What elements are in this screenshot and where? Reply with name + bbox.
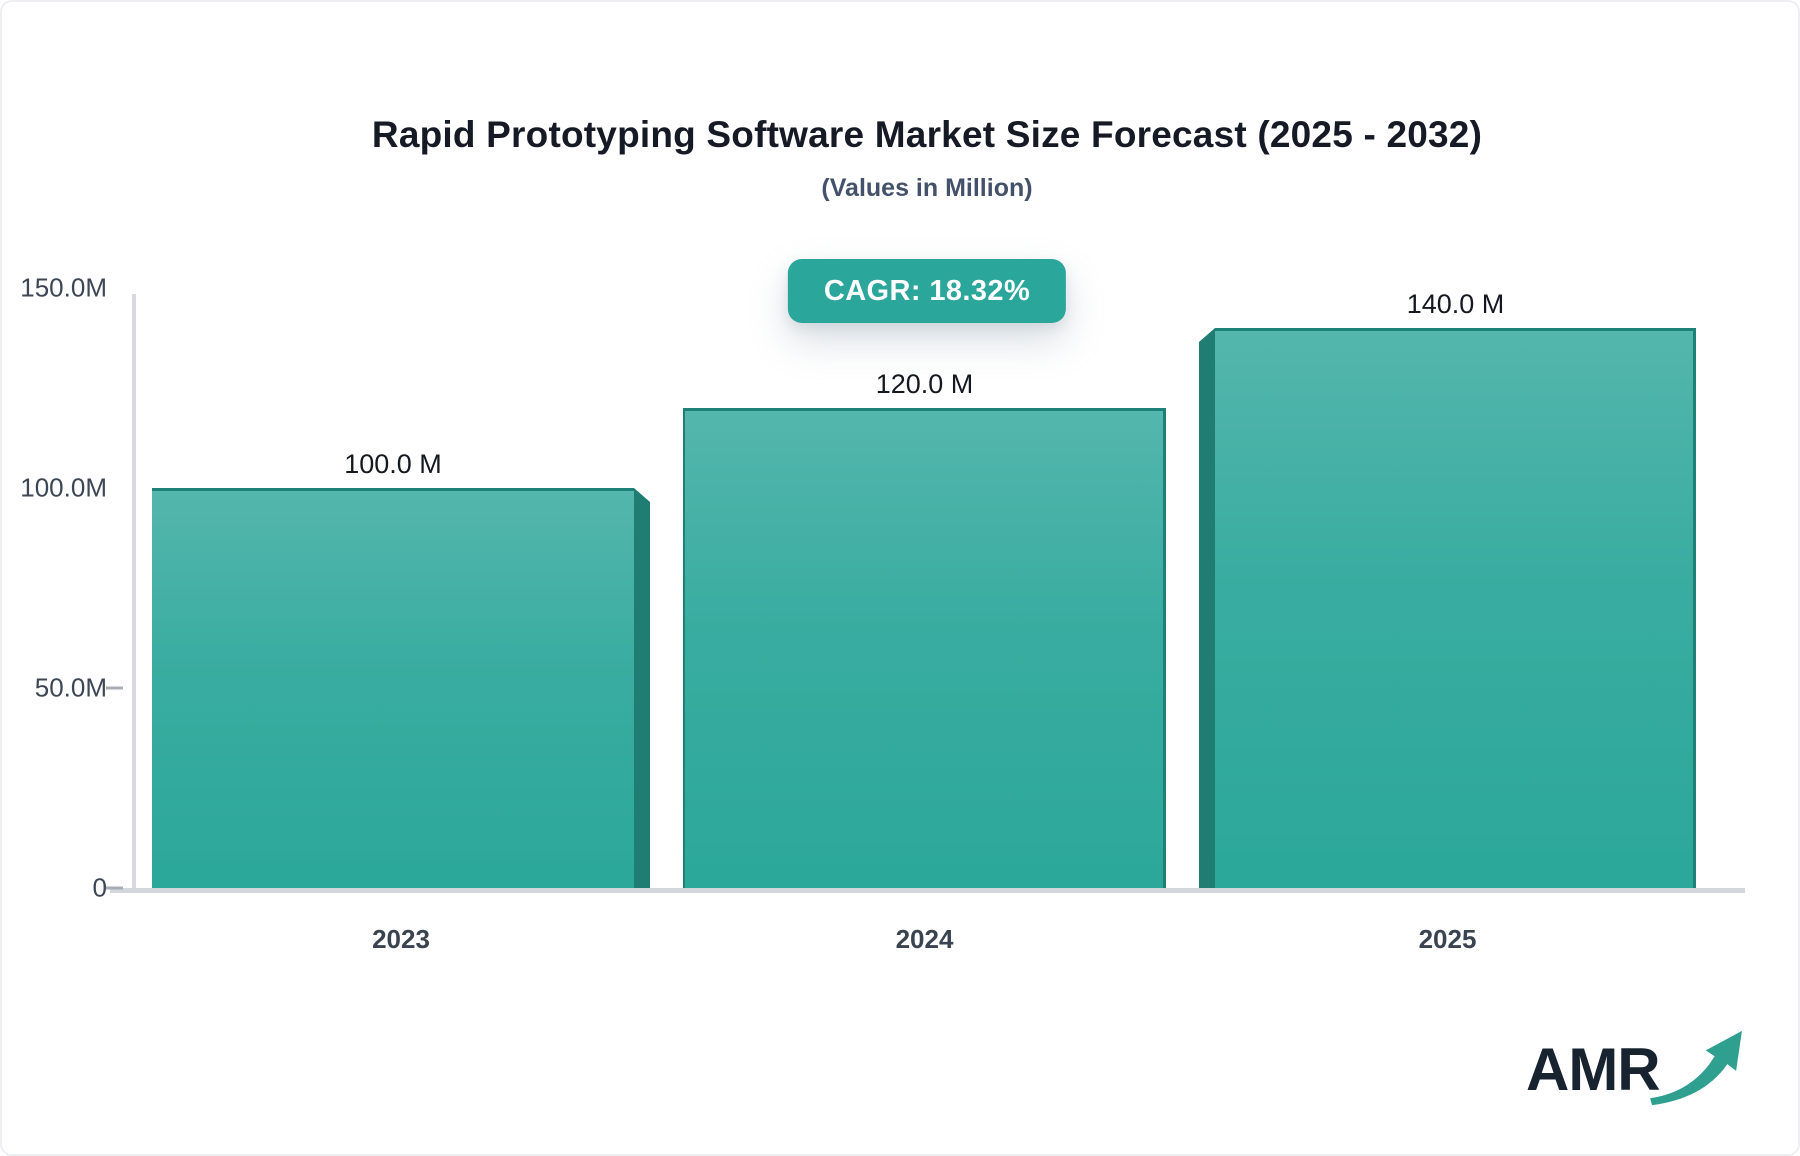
bar-value-label-2023: 100.0 M — [344, 449, 442, 479]
growth-arrow-icon — [1649, 1030, 1742, 1106]
cagr-badge: CAGR: 18.32% — [787, 259, 1067, 323]
y-tick-mark-50 — [106, 686, 123, 690]
x-label-2024: 2024 — [895, 924, 954, 954]
bar-2025-side-face — [1199, 328, 1215, 888]
y-tick-50: 50.0M — [34, 672, 107, 703]
amr-logo-text: AMR — [1526, 1036, 1661, 1103]
y-tick-0: 0 — [92, 872, 107, 903]
x-label-2023: 2023 — [372, 924, 430, 954]
bar-value-label-2024: 120.0 M — [875, 369, 974, 399]
bar-2023-side-face — [634, 488, 650, 888]
bar-2025 — [1215, 328, 1696, 888]
x-label-2025: 2025 — [1418, 924, 1477, 954]
x-axis-baseline — [110, 888, 1745, 893]
y-tick-150: 150.0M — [20, 272, 107, 303]
amr-logo: AMR — [1526, 1030, 1746, 1110]
y-tick-mark-0 — [106, 886, 123, 890]
chart-title: Rapid Prototyping Software Market Size F… — [371, 114, 1483, 155]
bar-2024 — [683, 408, 1166, 888]
bar-value-label-2025: 140.0 M — [1406, 289, 1505, 319]
y-axis-line — [132, 294, 136, 889]
bar-2023 — [152, 488, 634, 888]
chart-subtitle: (Values in Million) — [821, 174, 1033, 202]
y-tick-100: 100.0M — [20, 472, 107, 503]
